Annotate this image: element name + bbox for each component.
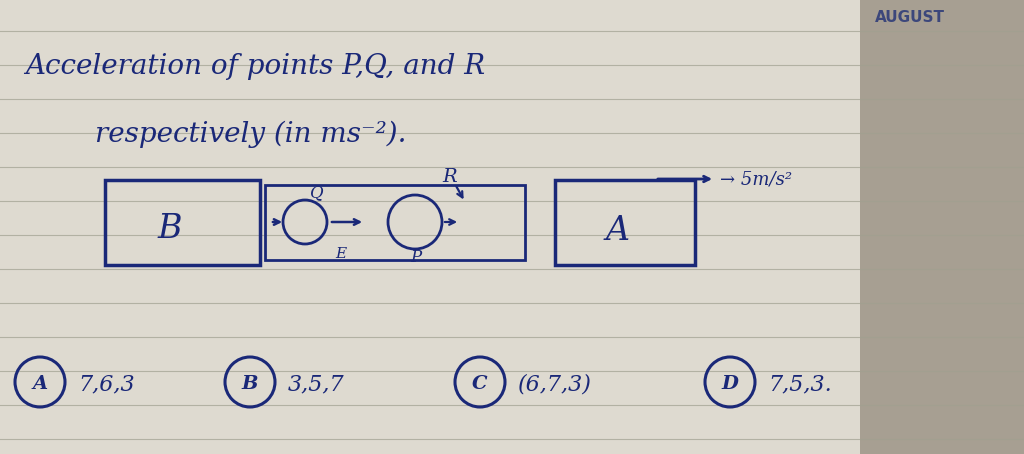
Text: A: A <box>606 214 630 247</box>
Text: AUGUST: AUGUST <box>874 10 945 25</box>
Text: 7,6,3: 7,6,3 <box>78 373 134 395</box>
Text: B: B <box>158 213 182 245</box>
Text: 3,5,7: 3,5,7 <box>288 373 345 395</box>
Text: respectively (in ms⁻²).: respectively (in ms⁻²). <box>95 121 407 148</box>
Bar <box>105 179 260 265</box>
Bar <box>555 179 695 265</box>
Text: Q: Q <box>310 184 324 201</box>
Text: P: P <box>410 248 421 266</box>
Text: E: E <box>335 247 346 262</box>
Bar <box>860 0 1024 454</box>
Text: 7,5,3.: 7,5,3. <box>768 373 831 395</box>
Text: Acceleration of points P,Q, and R: Acceleration of points P,Q, and R <box>25 53 485 80</box>
Text: (6,7,3): (6,7,3) <box>518 373 592 395</box>
Text: A: A <box>33 375 47 393</box>
Bar <box>265 184 525 260</box>
Text: → 5m/s²: → 5m/s² <box>720 170 793 188</box>
Text: C: C <box>472 375 487 393</box>
Text: B: B <box>242 375 258 393</box>
Text: D: D <box>722 375 738 393</box>
Text: R: R <box>442 168 457 186</box>
